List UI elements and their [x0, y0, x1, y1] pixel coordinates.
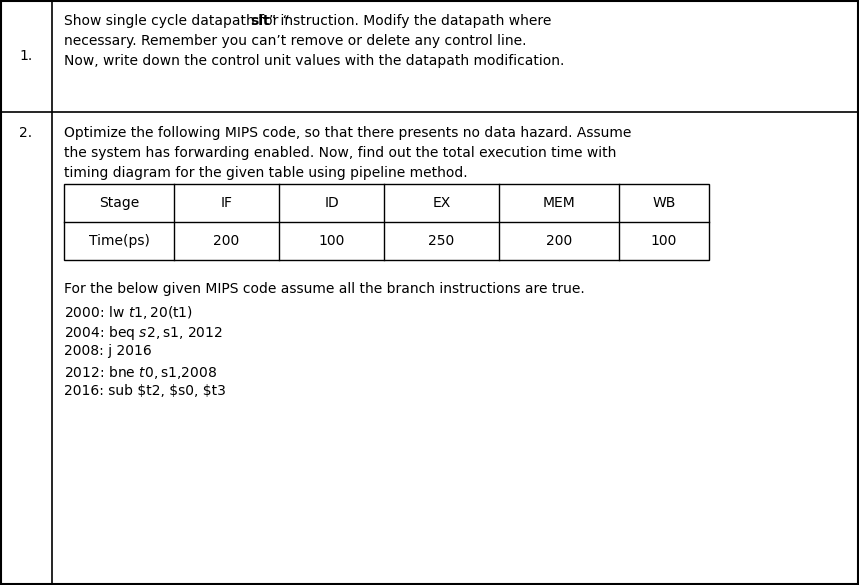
Bar	[64, 184, 709, 260]
Text: 2004: beq $s2, $s1, 2012: 2004: beq $s2, $s1, 2012	[64, 324, 222, 342]
Text: 1.: 1.	[20, 49, 33, 63]
Text: MEM: MEM	[543, 196, 576, 210]
Text: 200: 200	[545, 234, 572, 248]
Text: 2016: sub $t2, $s0, $t3: 2016: sub $t2, $s0, $t3	[64, 384, 226, 398]
Text: 2008: j 2016: 2008: j 2016	[64, 344, 152, 358]
Text: necessary. Remember you can’t remove or delete any control line.: necessary. Remember you can’t remove or …	[64, 34, 527, 48]
Text: 2000: lw $t1, 20($t1): 2000: lw $t1, 20($t1)	[64, 304, 193, 321]
Text: WB: WB	[652, 196, 676, 210]
Text: the system has forwarding enabled. Now, find out the total execution time with: the system has forwarding enabled. Now, …	[64, 146, 617, 160]
Text: slt: slt	[250, 14, 270, 28]
Text: 200: 200	[213, 234, 240, 248]
Text: ” instruction. Modify the datapath where: ” instruction. Modify the datapath where	[269, 14, 551, 28]
Text: 2.: 2.	[20, 126, 33, 140]
Text: Now, write down the control unit values with the datapath modification.: Now, write down the control unit values …	[64, 54, 564, 68]
Text: 2012: bne $t0, $s1,2008: 2012: bne $t0, $s1,2008	[64, 364, 217, 381]
Text: EX: EX	[432, 196, 451, 210]
Text: 100: 100	[651, 234, 677, 248]
Text: ID: ID	[324, 196, 338, 210]
Text: For the below given MIPS code assume all the branch instructions are true.: For the below given MIPS code assume all…	[64, 282, 585, 296]
Text: Time(ps): Time(ps)	[88, 234, 149, 248]
Text: Stage: Stage	[99, 196, 139, 210]
Text: 100: 100	[319, 234, 344, 248]
Text: timing diagram for the given table using pipeline method.: timing diagram for the given table using…	[64, 166, 467, 180]
Text: Show single cycle datapath for “: Show single cycle datapath for “	[64, 14, 289, 28]
Text: IF: IF	[221, 196, 233, 210]
Text: 250: 250	[429, 234, 454, 248]
Text: Optimize the following MIPS code, so that there presents no data hazard. Assume: Optimize the following MIPS code, so tha…	[64, 126, 631, 140]
